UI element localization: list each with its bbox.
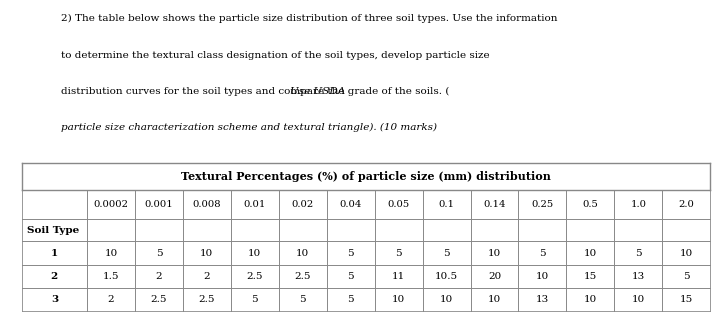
Text: 10: 10 — [488, 295, 501, 304]
Text: 5: 5 — [635, 249, 642, 258]
Text: 5: 5 — [348, 272, 354, 281]
Text: 10: 10 — [488, 249, 501, 258]
Text: 2: 2 — [107, 295, 115, 304]
Text: 2: 2 — [156, 272, 162, 281]
Text: 0.25: 0.25 — [531, 200, 554, 209]
Text: 1: 1 — [50, 249, 58, 258]
Text: 10: 10 — [105, 249, 118, 258]
Text: 20: 20 — [488, 272, 501, 281]
Text: 10: 10 — [584, 295, 597, 304]
Text: 11: 11 — [392, 272, 405, 281]
Text: to determine the textural class designation of the soil types, develop particle : to determine the textural class designat… — [61, 51, 490, 59]
Text: distribution curves for the soil types and compare the grade of the soils. (: distribution curves for the soil types a… — [61, 87, 450, 96]
Text: 5: 5 — [348, 295, 354, 304]
Text: 10.5: 10.5 — [435, 272, 458, 281]
Text: 0.14: 0.14 — [483, 200, 505, 209]
Text: 0.5: 0.5 — [583, 200, 598, 209]
Text: 10: 10 — [584, 249, 597, 258]
Text: 0.008: 0.008 — [193, 200, 221, 209]
Text: 5: 5 — [299, 295, 306, 304]
Text: Textural Percentages (%) of particle size (mm) distribution: Textural Percentages (%) of particle siz… — [181, 171, 551, 182]
Text: 0.05: 0.05 — [387, 200, 410, 209]
Text: 2.0: 2.0 — [678, 200, 694, 209]
Text: 1.5: 1.5 — [103, 272, 119, 281]
Text: 1.0: 1.0 — [630, 200, 646, 209]
Text: 2) The table below shows the particle size distribution of three soil types. Use: 2) The table below shows the particle si… — [61, 14, 558, 23]
Text: 13: 13 — [536, 295, 549, 304]
Text: particle size characterization scheme and textural triangle). (10 marks): particle size characterization scheme an… — [61, 123, 437, 132]
Text: 0.01: 0.01 — [244, 200, 266, 209]
Text: 5: 5 — [252, 295, 258, 304]
Text: 0.02: 0.02 — [291, 200, 314, 209]
Text: 0.1: 0.1 — [438, 200, 454, 209]
Text: 15: 15 — [680, 295, 693, 304]
Text: 10: 10 — [440, 295, 454, 304]
Text: 2.5: 2.5 — [247, 272, 263, 281]
Text: 5: 5 — [348, 249, 354, 258]
Text: 13: 13 — [632, 272, 645, 281]
Text: 3: 3 — [50, 295, 58, 304]
Text: Soil Type: Soil Type — [27, 226, 79, 234]
Text: 2.5: 2.5 — [198, 295, 215, 304]
Text: 10: 10 — [296, 249, 309, 258]
Text: Use USDA: Use USDA — [291, 87, 345, 96]
Text: 0.0002: 0.0002 — [94, 200, 128, 209]
Text: 15: 15 — [584, 272, 597, 281]
Text: 2: 2 — [203, 272, 211, 281]
Text: 0.04: 0.04 — [340, 200, 362, 209]
Text: 10: 10 — [536, 272, 549, 281]
Text: 2.5: 2.5 — [294, 272, 311, 281]
Text: 5: 5 — [395, 249, 402, 258]
Text: 10: 10 — [200, 249, 213, 258]
Text: 2.5: 2.5 — [151, 295, 167, 304]
Text: 0.001: 0.001 — [145, 200, 173, 209]
Text: 10: 10 — [392, 295, 405, 304]
Text: 10: 10 — [248, 249, 262, 258]
Text: 10: 10 — [632, 295, 645, 304]
Text: 10: 10 — [680, 249, 693, 258]
Text: 5: 5 — [156, 249, 162, 258]
Text: 5: 5 — [683, 272, 689, 281]
Text: 5: 5 — [443, 249, 450, 258]
Text: 5: 5 — [539, 249, 546, 258]
Text: 2: 2 — [50, 272, 58, 281]
